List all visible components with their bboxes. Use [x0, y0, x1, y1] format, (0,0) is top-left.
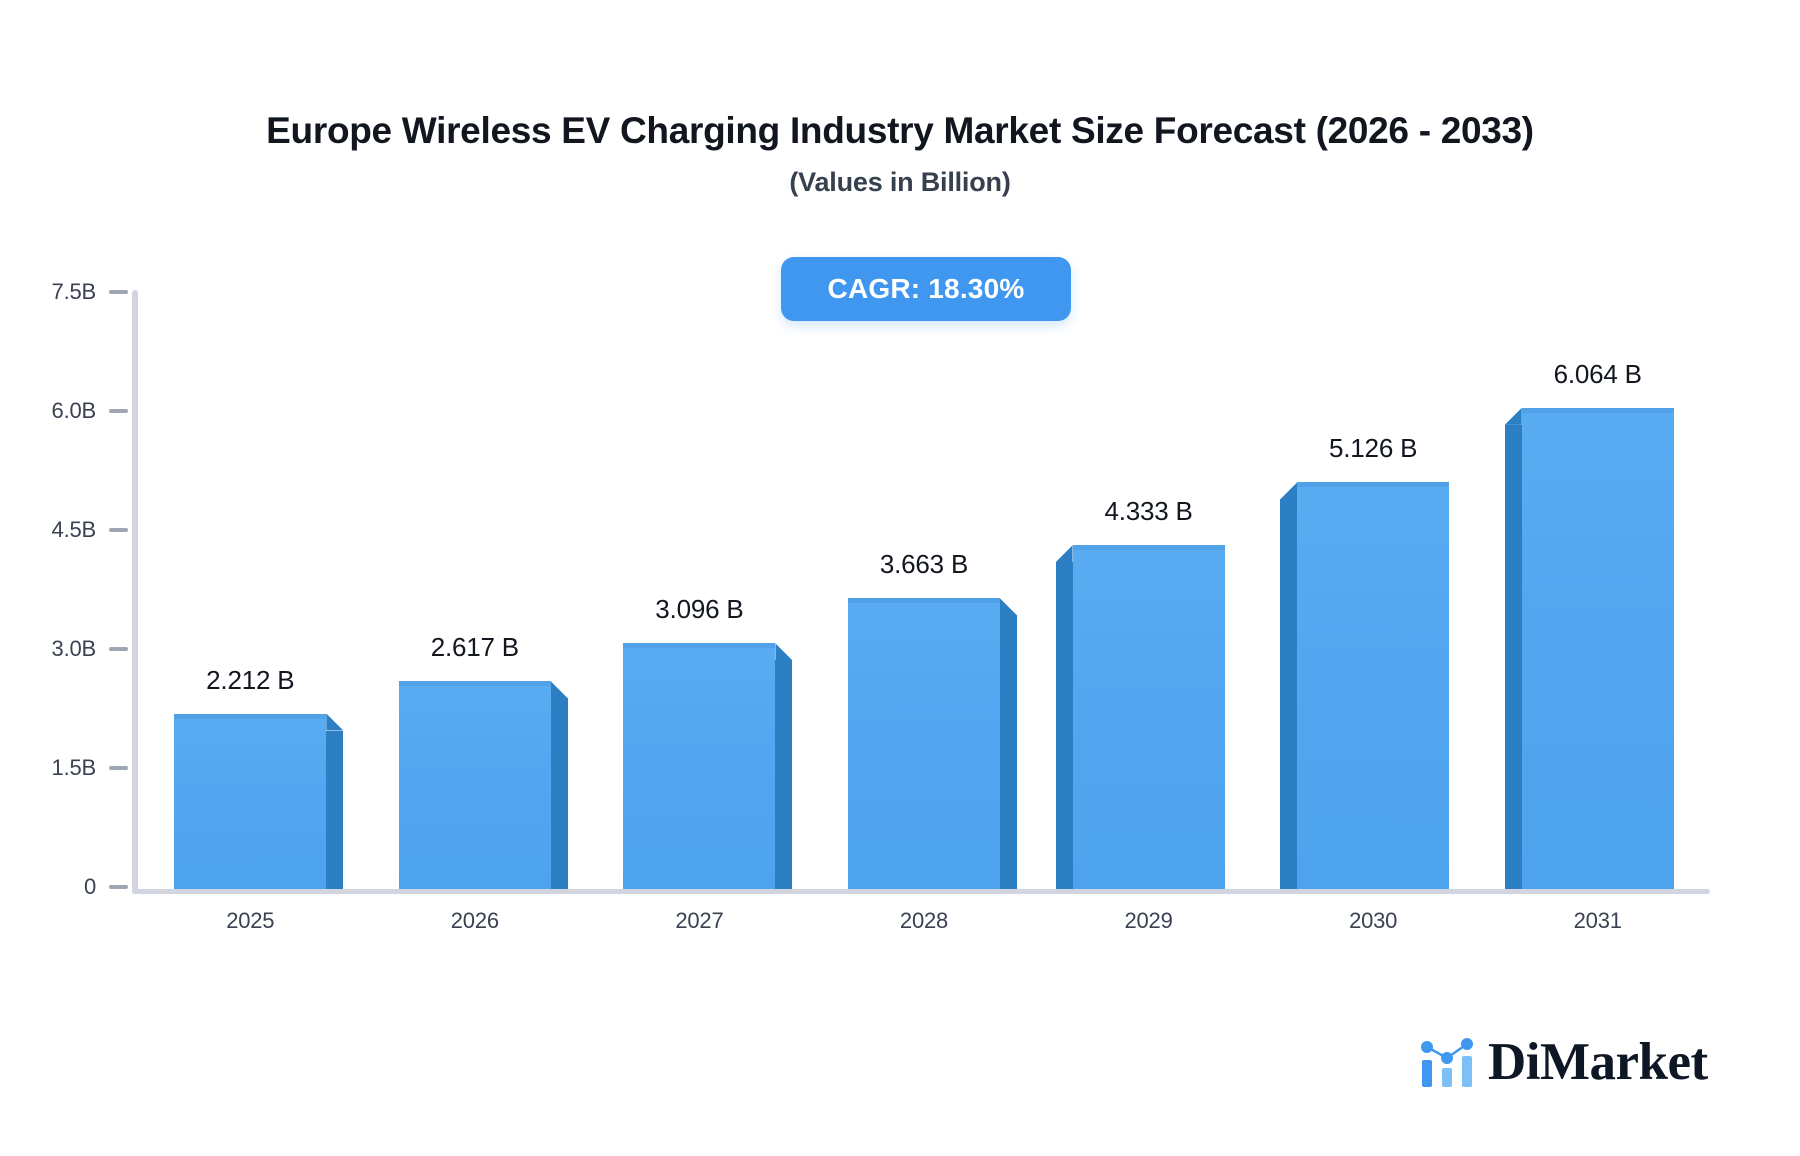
y-tick-mark	[109, 885, 128, 889]
bar-top-bevel	[550, 681, 568, 699]
x-tick-label: 2029	[1124, 908, 1173, 933]
y-tick: 3.0B	[52, 636, 128, 662]
bar	[1055, 545, 1225, 889]
chart-title: Europe Wireless EV Charging Industry Mar…	[266, 110, 1534, 151]
bar-front-face	[623, 643, 776, 889]
bar-top-highlight	[623, 643, 776, 649]
bar-front-face	[1297, 482, 1450, 889]
bar-top-bevel	[1000, 598, 1017, 616]
y-tick-mark	[109, 409, 128, 413]
bar-side-face	[1055, 562, 1073, 889]
bar	[174, 713, 344, 889]
x-tick-label: 2028	[899, 908, 949, 933]
y-tick: 0	[84, 874, 128, 900]
y-axis-line	[132, 290, 138, 894]
y-tick-label: 0	[83, 874, 96, 899]
bar	[848, 598, 1017, 889]
bar-value-label: 3.663 B	[879, 549, 969, 580]
bar-value-label: 5.126 B	[1329, 433, 1418, 464]
x-tick-label: 2026	[450, 908, 499, 933]
brand-logo-text: DiMarket	[1488, 1033, 1708, 1091]
y-tick-label: 3.0B	[51, 636, 97, 661]
chart-subtitle: (Values in Billion)	[789, 166, 1011, 197]
bar-front-face	[174, 713, 327, 889]
y-tick: 1.5B	[52, 755, 128, 781]
bar-value-label: 4.333 B	[1104, 496, 1193, 527]
bar-top-bevel	[326, 713, 344, 731]
bar-top-bevel	[1504, 407, 1522, 425]
bar-value-label: 6.064 B	[1553, 358, 1642, 389]
y-tick-label: 7.5B	[51, 279, 97, 304]
y-tick-mark	[109, 766, 128, 770]
y-tick-mark	[109, 647, 128, 651]
bar-top-highlight	[1521, 407, 1674, 413]
x-tick-label: 2027	[675, 908, 724, 933]
bar-front-face	[1072, 545, 1225, 889]
brand-logo: DiMarket	[1420, 1036, 1708, 1089]
bar-side-face	[1000, 615, 1017, 889]
y-tick-label: 6.0B	[51, 398, 97, 423]
bar-side-face	[1504, 424, 1522, 889]
x-tick-label: 2025	[226, 908, 275, 933]
bar-top-highlight	[174, 713, 327, 719]
y-tick-mark	[109, 528, 128, 532]
bar-value-label: 2.212 B	[206, 664, 295, 695]
bar-side-face	[1280, 499, 1298, 889]
bar-value-label: 2.617 B	[430, 632, 519, 663]
x-tick-label: 2030	[1349, 908, 1398, 933]
bar-side-face	[550, 698, 568, 889]
bar	[1504, 407, 1674, 889]
cagr-badge: CAGR: 18.30%	[781, 257, 1071, 321]
bar	[623, 643, 793, 889]
x-axis-line	[132, 889, 1710, 894]
bar-front-face	[1521, 407, 1674, 889]
y-tick-label: 1.5B	[51, 755, 97, 780]
title-block: Europe Wireless EV Charging Industry Mar…	[0, 110, 1800, 198]
bar-chart-icon	[1420, 1037, 1474, 1088]
bar-top-bevel	[1280, 482, 1298, 500]
y-tick: 4.5B	[52, 517, 128, 543]
bar-top-highlight	[1297, 482, 1450, 488]
bar-front-face	[398, 681, 551, 889]
y-axis-ticks: 0 1.5B 3.0B 4.5B 6.0B 7.5B	[0, 0, 128, 1156]
cagr-badge-label: CAGR: 18.30%	[827, 273, 1025, 304]
bar-top-highlight	[398, 681, 551, 687]
y-tick-mark	[109, 290, 128, 294]
x-tick-label: 2031	[1573, 908, 1622, 933]
bar	[398, 681, 568, 889]
bar-side-face	[326, 730, 344, 889]
bar	[1280, 482, 1450, 889]
bar-front-face	[848, 598, 1000, 889]
bar-value-label: 3.096 B	[655, 594, 744, 625]
bar-top-highlight	[848, 598, 1000, 604]
y-tick: 6.0B	[52, 398, 128, 424]
y-tick: 7.5B	[52, 279, 128, 305]
bar-top-highlight	[1072, 545, 1225, 551]
bar-side-face	[775, 660, 793, 889]
bar-top-bevel	[775, 643, 793, 661]
y-tick-label: 4.5B	[51, 517, 97, 542]
